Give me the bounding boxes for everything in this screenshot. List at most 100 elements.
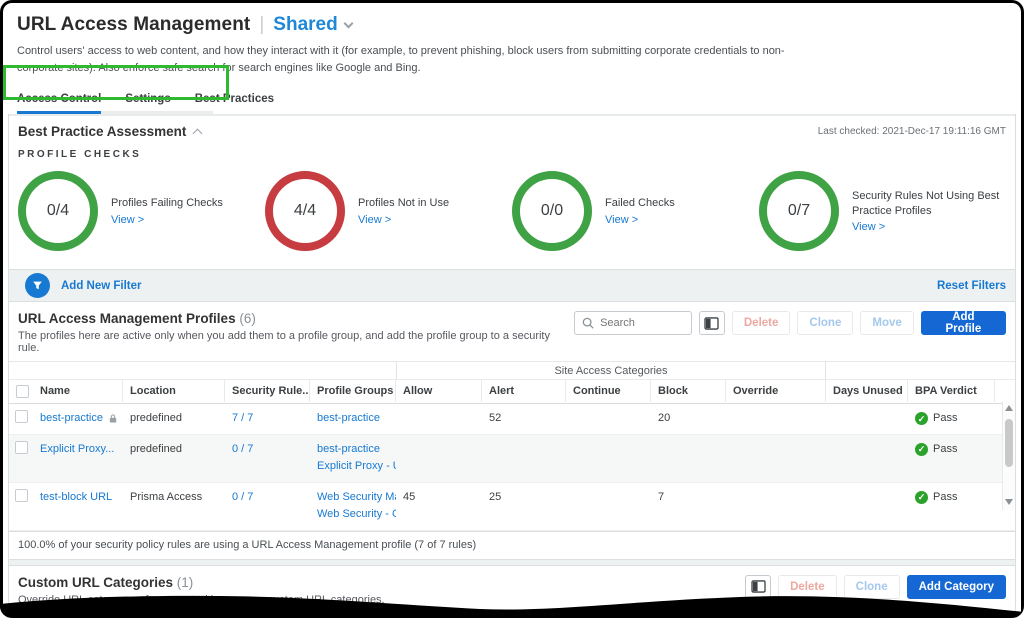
verdict-text: Pass [933, 412, 958, 424]
col-alert[interactable]: Alert [482, 380, 566, 402]
chevron-up-icon [192, 128, 203, 139]
profiles-heading-block: URL Access Management Profiles (6) The p… [18, 311, 574, 354]
categories-toolbar: Delete Clone Add Category [745, 574, 1006, 599]
move-button[interactable]: Move [860, 311, 914, 335]
bpa-verdict-badge: ✓ Pass [915, 410, 989, 428]
tab-access-control[interactable]: Access Control [17, 89, 102, 114]
check-value: 0/0 [540, 202, 564, 219]
categories-title: Custom URL Categories (1) [18, 575, 385, 590]
days-unused-cell [826, 483, 908, 495]
verdict-text: Pass [933, 442, 958, 455]
alert-cell: 25 [489, 490, 502, 503]
bpa-verdict-badge: ✓ Pass [915, 441, 989, 459]
profile-name-link[interactable]: best-practice [40, 412, 103, 424]
table-row[interactable]: test-block URL Prisma Access 0 / 7 Web S… [9, 483, 1015, 531]
alert-cell: 52 [489, 412, 502, 424]
continue-cell [566, 404, 651, 416]
row-checkbox[interactable] [15, 488, 28, 502]
col-bpa-verdict[interactable]: BPA Verdict [908, 380, 995, 402]
col-continue[interactable]: Continue [566, 380, 651, 402]
scroll-down-arrow[interactable] [1005, 499, 1013, 505]
check-label: Security Rules Not Using Best Practice P… [852, 189, 1000, 217]
delete-button[interactable]: Delete [778, 574, 837, 599]
profile-name-link[interactable]: test-block URL [40, 490, 113, 503]
view-link[interactable]: View > [605, 213, 639, 226]
security-rules-link[interactable]: 7 / 7 [232, 412, 254, 424]
scrollbar-thumb[interactable] [1005, 419, 1013, 467]
page-title: URL Access Management [17, 14, 251, 35]
profiles-count: (6) [239, 311, 256, 326]
filter-funnel-button[interactable] [25, 273, 50, 298]
row-checkbox[interactable] [15, 440, 28, 454]
security-rules-link[interactable]: 0 / 7 [232, 490, 254, 503]
col-block[interactable]: Block [651, 380, 726, 402]
tab-settings[interactable]: Settings [125, 93, 171, 105]
profiles-title-text: URL Access Management Profiles [18, 311, 236, 326]
content-wrapper: Best Practice Assessment Last checked: 2… [8, 114, 1016, 618]
funnel-icon [33, 281, 42, 290]
allow-cell [396, 404, 482, 416]
profile-group-link[interactable]: Web Security Mana [317, 490, 396, 503]
reset-filters-link[interactable]: Reset Filters [936, 279, 1006, 292]
best-practice-assessment-section: Best Practice Assessment Last checked: 2… [9, 114, 1015, 269]
delete-button[interactable]: Delete [731, 311, 791, 335]
categories-subtitle: Override URL category enforcement with y… [18, 593, 385, 606]
view-link[interactable]: View > [852, 221, 886, 234]
profile-group-link[interactable]: best-practice [317, 412, 380, 424]
override-cell [726, 404, 826, 416]
check-value: 0/7 [787, 202, 811, 219]
assessment-collapse-toggle[interactable]: Best Practice Assessment [18, 124, 203, 139]
continue-cell [566, 435, 651, 447]
col-security-rules[interactable]: Security Rule... [225, 380, 310, 402]
categories-group-header-row: Used In [9, 612, 1015, 618]
scroll-up-arrow[interactable] [1005, 405, 1013, 411]
check-value: 4/4 [293, 202, 317, 219]
verdict-text: Pass [933, 490, 958, 503]
ring-indicator-red: 4/4 [265, 171, 345, 251]
profile-group-link[interactable]: Explicit Proxy - Unk [317, 460, 396, 473]
column-picker-button[interactable] [698, 311, 725, 335]
profiles-group-header-row: Site Access Categories [9, 361, 1015, 379]
view-link[interactable]: View > [111, 213, 145, 226]
custom-url-categories-card: Custom URL Categories (1) Override URL c… [9, 565, 1015, 618]
check-profiles-not-in-use: 4/4 Profiles Not in Use View > [265, 171, 512, 251]
security-rules-link[interactable]: 0 / 7 [232, 442, 254, 455]
pass-check-icon: ✓ [915, 412, 928, 426]
clone-button[interactable]: Clone [797, 311, 854, 335]
select-all-checkbox[interactable] [16, 385, 29, 398]
col-name[interactable]: Name [33, 380, 123, 402]
row-checkbox[interactable] [15, 410, 28, 423]
col-days-unused[interactable]: Days Unused [826, 380, 908, 402]
column-picker-icon [750, 580, 766, 594]
profile-checks-label: PROFILE CHECKS [18, 149, 142, 160]
tab-best-practices[interactable]: Best Practices [194, 93, 275, 105]
search-input[interactable] [600, 317, 681, 329]
table-scrollbar[interactable] [1002, 401, 1015, 510]
col-allow[interactable]: Allow [396, 380, 482, 402]
profile-group-link[interactable]: Web Security - Glo [317, 508, 396, 521]
used-in-group-header: Used In [580, 613, 857, 618]
add-profile-button[interactable]: Add Profile [920, 311, 1007, 335]
table-row[interactable]: best-practice predefined 7 / 7 best-prac… [9, 404, 1015, 435]
add-new-filter-link[interactable]: Add New Filter [61, 279, 142, 292]
column-picker-button[interactable] [745, 574, 772, 599]
profiles-table: Site Access Categories Name Location Sec… [9, 361, 1015, 531]
table-row[interactable]: Explicit Proxy... predefined 0 / 7 best-… [9, 434, 1015, 483]
bpa-verdict-badge: ✓ Pass [915, 489, 989, 507]
scope-label: Shared [273, 14, 338, 35]
add-category-button[interactable]: Add Category [906, 574, 1006, 599]
categories-heading-block: Custom URL Categories (1) Override URL c… [18, 575, 385, 606]
col-override[interactable]: Override [726, 380, 826, 402]
location-cell: predefined [130, 412, 182, 424]
col-profile-groups[interactable]: Profile Groups [310, 380, 396, 402]
col-location[interactable]: Location [123, 380, 225, 402]
check-label: Profiles Failing Checks [111, 197, 223, 210]
title-separator: | [259, 14, 265, 35]
profile-group-link[interactable]: best-practice [317, 442, 380, 455]
categories-count: (1) [176, 574, 194, 590]
view-link[interactable]: View > [358, 213, 392, 226]
profile-name-link[interactable]: Explicit Proxy... [40, 442, 115, 455]
scope-selector[interactable]: Shared [273, 14, 354, 36]
clone-button[interactable]: Clone [843, 574, 900, 599]
